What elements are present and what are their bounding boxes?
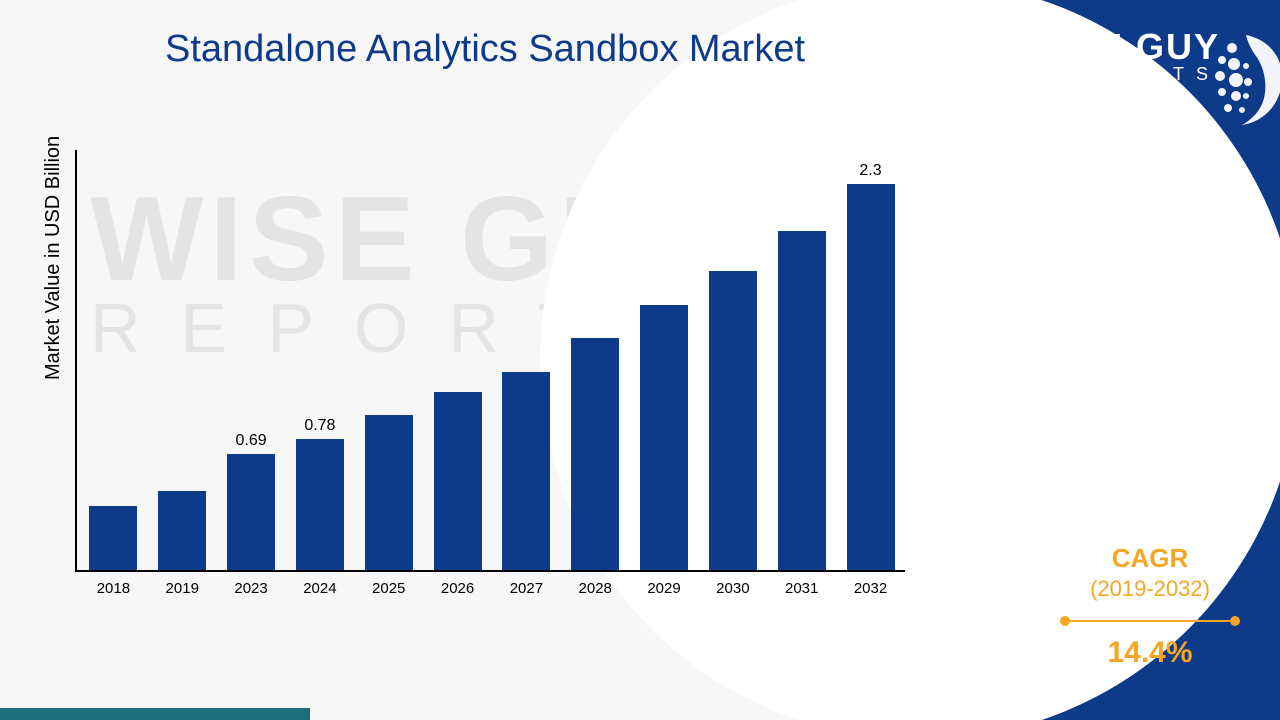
brand-name-top: WISE GUY <box>1024 26 1220 68</box>
bar <box>365 415 413 570</box>
bar <box>847 184 895 570</box>
bottom-accent-strip <box>0 708 310 720</box>
y-axis <box>75 150 77 570</box>
bar <box>571 338 619 570</box>
x-tick-label: 2029 <box>630 574 699 597</box>
bar <box>158 491 206 570</box>
x-tick-label: 2031 <box>767 574 836 597</box>
x-tick-label: 2032 <box>836 574 905 597</box>
bar-slot <box>148 491 217 570</box>
x-tick-label: 2019 <box>148 574 217 597</box>
bar-slot: 0.69 <box>217 454 286 570</box>
bars-group: 0.690.782.3 <box>79 150 905 570</box>
bar-slot: 2.3 <box>836 184 905 570</box>
brand-name-bottom: REPORTS <box>1024 64 1220 85</box>
bar <box>709 271 757 570</box>
bar-slot <box>354 415 423 570</box>
side-panel: WISE GUY REPORTS CAGR (2019-2032) 14.4% <box>970 0 1280 720</box>
bar-value-label: 2.3 <box>859 162 881 180</box>
bar-chart: 0.690.782.3 2018201920232024202520262027… <box>75 150 905 580</box>
bar <box>434 392 482 570</box>
x-tick-label: 2018 <box>79 574 148 597</box>
chart-title: Standalone Analytics Sandbox Market <box>0 28 970 71</box>
bar-slot <box>423 392 492 570</box>
cagr-value: 14.4% <box>1020 636 1280 670</box>
bar <box>778 231 826 570</box>
x-tick-label: 2025 <box>354 574 423 597</box>
bar-slot: 0.78 <box>285 439 354 570</box>
x-tick-label: 2026 <box>423 574 492 597</box>
cagr-label: CAGR <box>1020 543 1280 574</box>
bar-slot <box>79 506 148 570</box>
bar <box>227 454 275 570</box>
bar <box>502 372 550 570</box>
x-tick-label: 2023 <box>217 574 286 597</box>
bar-slot <box>698 271 767 570</box>
x-axis <box>75 570 905 572</box>
bar-slot <box>561 338 630 570</box>
x-ticks: 2018201920232024202520262027202820292030… <box>79 574 905 597</box>
brand-logo: WISE GUY REPORTS <box>1024 26 1220 85</box>
x-tick-label: 2028 <box>561 574 630 597</box>
y-axis-label: Market Value in USD Billion <box>42 136 65 380</box>
bar-slot <box>492 372 561 570</box>
chart-container: WISE GUY REPORTS WISE GUY REPORTS CAGR (… <box>0 0 1280 720</box>
x-tick-label: 2027 <box>492 574 561 597</box>
x-tick-label: 2030 <box>698 574 767 597</box>
bar <box>296 439 344 570</box>
bar-value-label: 0.78 <box>304 417 335 435</box>
bar-slot <box>767 231 836 570</box>
cagr-block: CAGR (2019-2032) 14.4% <box>1020 543 1280 670</box>
bar-value-label: 0.69 <box>235 432 266 450</box>
bar <box>89 506 137 570</box>
bar <box>640 305 688 570</box>
cagr-divider <box>1065 620 1235 622</box>
cagr-years: (2019-2032) <box>1020 576 1280 602</box>
x-tick-label: 2024 <box>285 574 354 597</box>
bar-slot <box>630 305 699 570</box>
